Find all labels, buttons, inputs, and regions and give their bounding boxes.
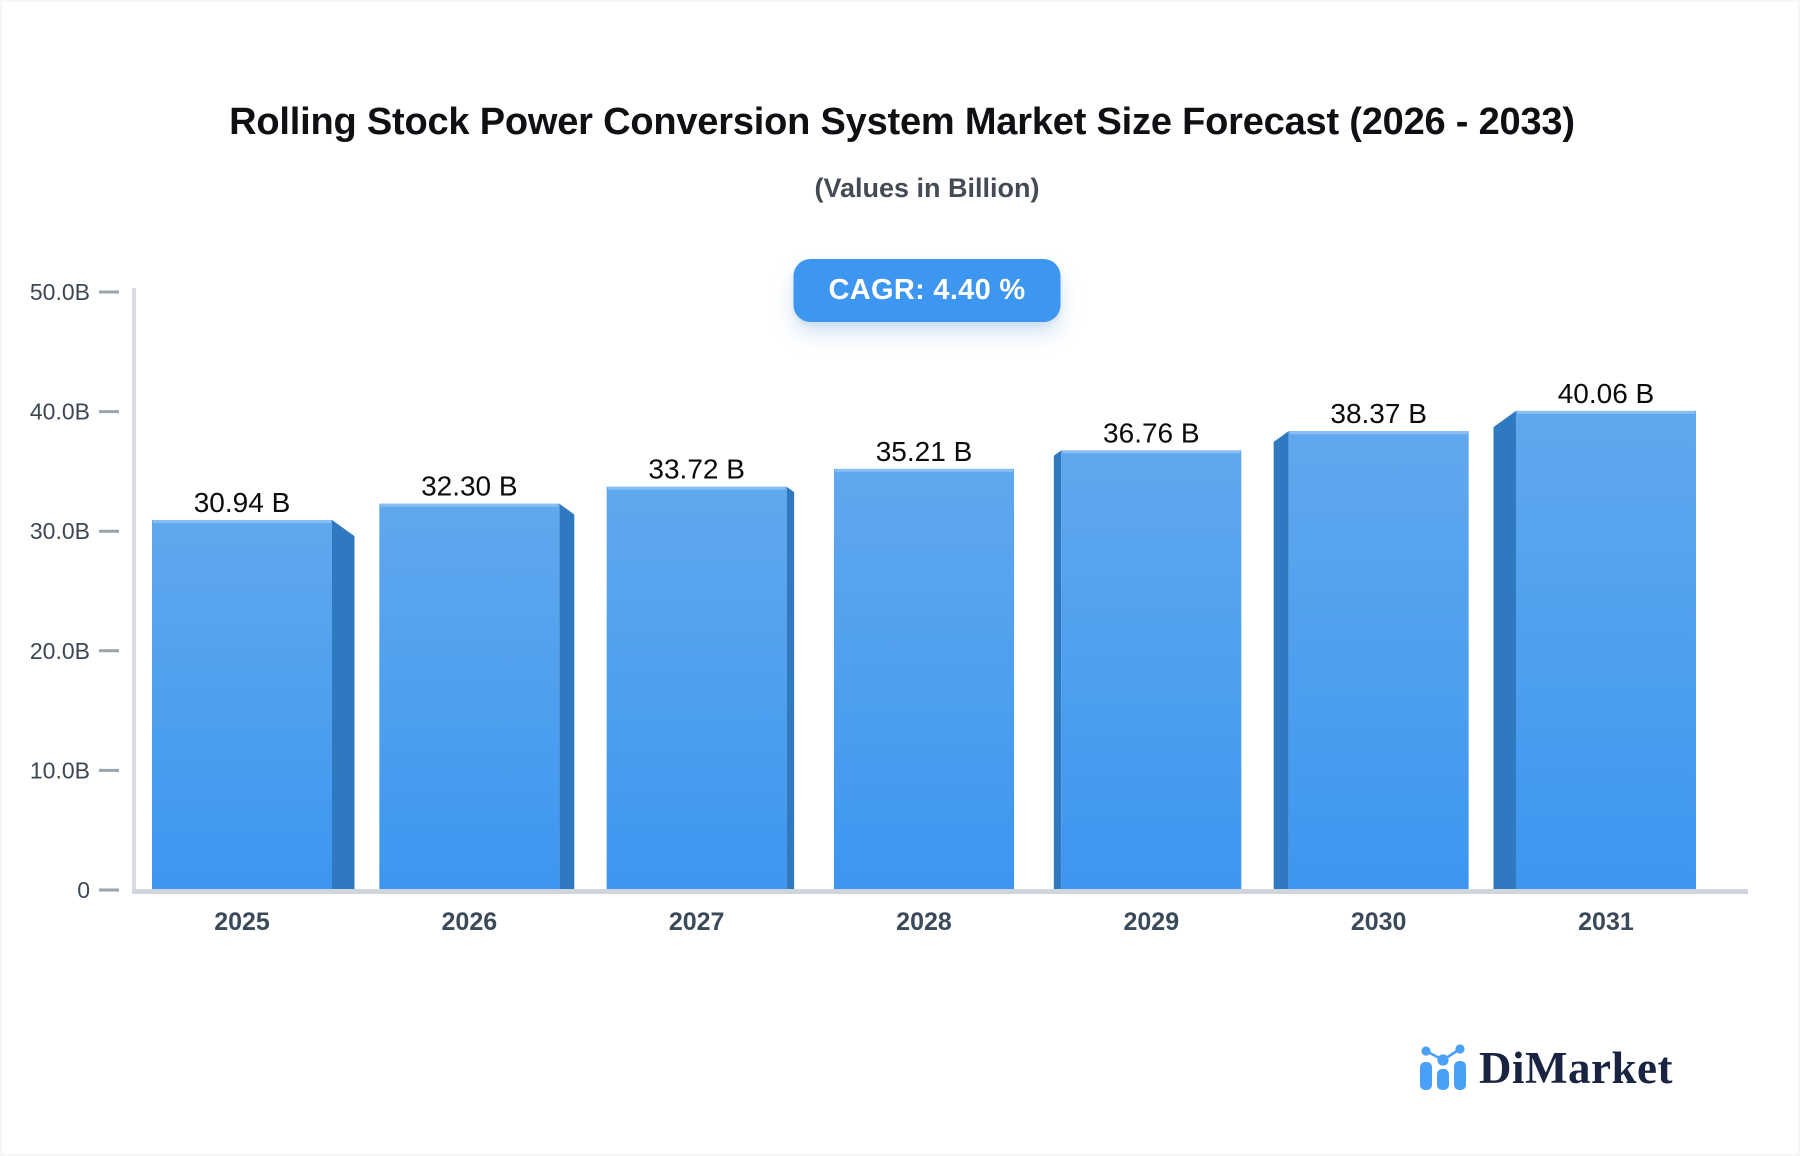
bar-side [559, 503, 575, 889]
bar-face [606, 486, 787, 889]
bar-value-label: 36.76 B [1103, 417, 1200, 448]
y-tick-label: 30.0B [30, 518, 90, 544]
y-tick-label: 50.0B [30, 279, 90, 305]
bar-face [1515, 410, 1696, 889]
chart-subtitle: (Values in Billion) [814, 173, 1040, 203]
bar-face [833, 468, 1014, 889]
bar-side [1273, 431, 1289, 889]
x-category-label: 2030 [1351, 908, 1407, 936]
bar-2025: 30.94 B 2025 [152, 487, 355, 936]
y-axis-line [132, 288, 136, 894]
x-category-label: 2029 [1124, 908, 1180, 936]
bar-value-label: 38.37 B [1330, 398, 1427, 429]
bar-face [152, 519, 332, 889]
bar-value-label: 35.21 B [876, 436, 973, 467]
bar-face [1288, 431, 1469, 889]
bar-value-label: 30.94 B [194, 487, 291, 518]
y-tick-label: 20.0B [30, 638, 90, 664]
cagr-badge: CAGR: 4.40 % [793, 259, 1061, 322]
bar-2027: 33.72 B 2027 [606, 454, 795, 936]
bar-value-label: 33.72 B [648, 454, 745, 485]
bar-2030: 38.37 B 2030 [1273, 398, 1469, 936]
bar-2029: 36.76 B 2029 [1053, 417, 1242, 936]
x-category-label: 2031 [1578, 908, 1634, 936]
dimarket-logo: DiMarket [1418, 1044, 1673, 1090]
bar-value-label: 32.30 B [421, 471, 518, 502]
bar-face [1061, 450, 1242, 889]
bar-side [332, 519, 355, 889]
bar-face [379, 503, 560, 889]
chart-title: Rolling Stock Power Conversion System Ma… [229, 101, 1575, 143]
x-category-label: 2027 [669, 908, 725, 936]
dimarket-logo-icon [1420, 1044, 1466, 1090]
bar-side [1493, 410, 1516, 889]
bar-2031: 40.06 B 2031 [1493, 378, 1696, 936]
x-axis-baseline [132, 889, 1748, 894]
y-tick-label: 10.0B [30, 757, 90, 783]
bar-2026: 32.30 B 2026 [379, 471, 575, 936]
x-category-label: 2028 [896, 908, 952, 936]
bar-2028: 35.21 B 2028 [833, 436, 1014, 936]
bar-side [1053, 450, 1062, 889]
x-category-label: 2025 [214, 908, 270, 936]
bar-value-label: 40.06 B [1558, 378, 1655, 409]
bar-side [786, 486, 795, 889]
dimarket-logo-text: DiMarket [1479, 1042, 1673, 1093]
y-tick-label: 40.0B [30, 399, 90, 425]
y-tick-label: 0 [77, 877, 90, 903]
x-category-label: 2026 [442, 908, 498, 936]
